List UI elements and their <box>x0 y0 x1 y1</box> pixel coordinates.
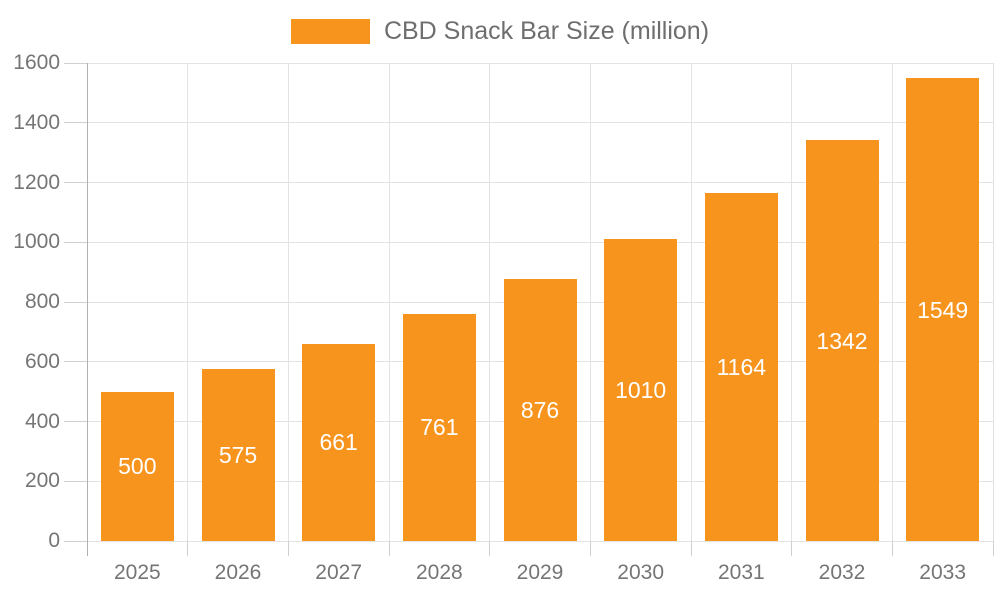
bar-value-label: 1342 <box>816 327 868 354</box>
bar-value-label: 1010 <box>615 377 667 404</box>
v-gridline <box>287 63 289 541</box>
h-gridline <box>87 62 993 64</box>
v-gridline <box>489 63 491 541</box>
v-gridline <box>791 63 793 541</box>
v-gridline <box>891 63 893 541</box>
y-tick-label: 1000 <box>13 230 60 254</box>
bar-value-label: 661 <box>319 429 358 456</box>
v-gridline <box>690 63 692 541</box>
x-tick <box>791 541 793 556</box>
legend-label: CBD Snack Bar Size (million) <box>383 17 710 45</box>
v-gridline <box>388 63 390 541</box>
y-tick-label: 0 <box>48 529 60 552</box>
y-tick-label: 600 <box>24 349 60 373</box>
bar <box>100 391 174 541</box>
y-tick <box>64 540 87 542</box>
x-tick <box>489 541 491 556</box>
bar-value-label: 500 <box>118 453 157 480</box>
bar-value-label: 575 <box>218 442 258 469</box>
legend-swatch <box>290 18 370 44</box>
bar <box>805 140 879 541</box>
v-gridline <box>187 63 189 541</box>
v-gridline <box>992 63 994 541</box>
bar <box>302 343 376 541</box>
bar <box>503 279 577 541</box>
y-tick-label: 1400 <box>13 110 60 134</box>
v-gridline <box>589 63 591 541</box>
y-tick <box>64 122 87 124</box>
bar <box>604 239 678 541</box>
y-tick-label: 800 <box>24 290 60 313</box>
bar <box>906 78 980 541</box>
y-axis-line <box>86 63 88 556</box>
x-tick <box>388 541 390 556</box>
y-tick <box>64 421 87 422</box>
x-tick-label: 2032 <box>818 561 866 584</box>
bar-value-label: 761 <box>420 414 459 441</box>
x-tick-label: 2028 <box>415 561 463 584</box>
x-tick <box>690 541 692 556</box>
h-gridline <box>87 540 993 542</box>
y-tick-label: 1200 <box>13 170 60 194</box>
x-tick <box>891 541 893 556</box>
y-tick <box>64 241 87 243</box>
legend: CBD Snack Bar Size (million) <box>0 16 1000 46</box>
bar-value-label: 876 <box>520 397 560 424</box>
bar <box>201 369 275 541</box>
x-tick <box>287 541 289 556</box>
x-tick-label: 2031 <box>717 561 765 584</box>
h-gridline <box>87 182 993 183</box>
x-tick-label: 2030 <box>617 561 665 584</box>
x-tick <box>187 541 189 556</box>
h-gridline <box>87 122 993 124</box>
bar <box>402 313 476 541</box>
y-tick-label: 400 <box>24 409 60 433</box>
y-tick <box>64 301 87 303</box>
bar-value-label: 1549 <box>917 296 969 323</box>
x-tick-label: 2033 <box>919 561 967 584</box>
y-tick <box>64 182 87 183</box>
h-gridline <box>87 241 993 243</box>
x-tick <box>589 541 591 556</box>
y-tick <box>64 480 87 482</box>
x-tick <box>992 541 994 556</box>
x-tick-label: 2026 <box>214 561 262 584</box>
y-tick <box>64 361 87 363</box>
y-tick-label: 1600 <box>13 51 60 74</box>
x-tick-label: 2027 <box>315 561 363 584</box>
bar <box>704 193 778 541</box>
y-tick <box>64 62 87 64</box>
x-tick-label: 2025 <box>113 561 161 584</box>
x-tick-label: 2029 <box>516 561 564 584</box>
bar-value-label: 1164 <box>716 354 767 381</box>
y-tick-label: 200 <box>24 469 60 493</box>
